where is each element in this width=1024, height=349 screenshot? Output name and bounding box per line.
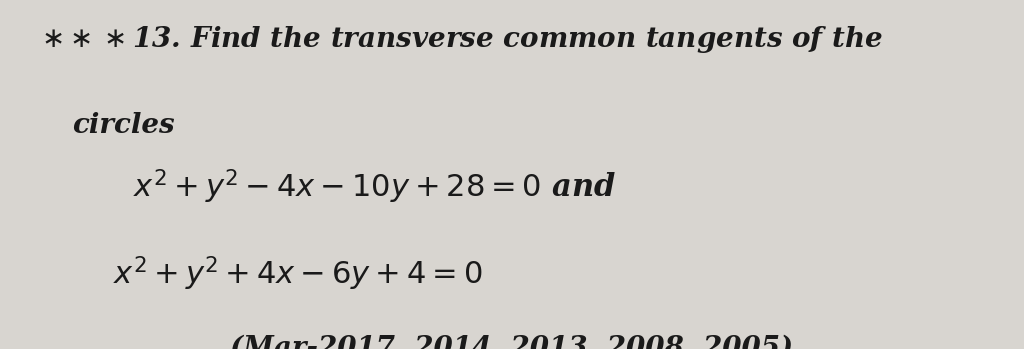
Text: $x^2+y^2+4x-6y+4=0$: $x^2+y^2+4x-6y+4=0$ [113, 255, 482, 293]
Text: $x^2+y^2-4x-10y+28=0$ and: $x^2+y^2-4x-10y+28=0$ and [133, 168, 616, 206]
Text: $\ast\ast\ast$13. Find the transverse common tangents of the: $\ast\ast\ast$13. Find the transverse co… [41, 24, 883, 55]
Text: circles: circles [72, 112, 174, 139]
Text: (Mar-2017, 2014, 2013, 2008, 2005): (Mar-2017, 2014, 2013, 2008, 2005) [230, 335, 794, 349]
